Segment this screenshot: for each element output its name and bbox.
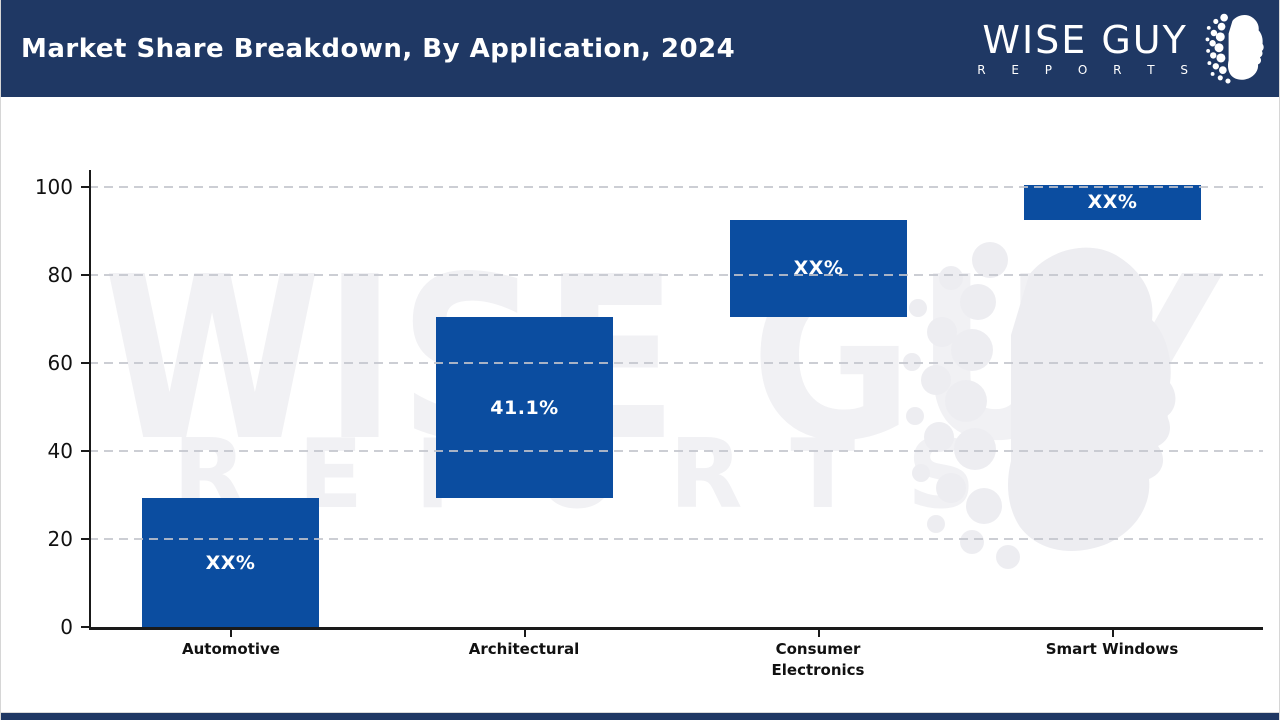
x-tick [818, 630, 820, 637]
bar-value-label: 41.1% [490, 396, 559, 419]
x-category-consumer-electronics: Consumer Electronics [771, 640, 865, 679]
bar-automotive: XX% [142, 498, 319, 627]
y-tick-label: 0 [60, 615, 73, 639]
bar-smart-windows: XX% [1024, 185, 1201, 220]
logo-subtext: R E P O R T S [977, 62, 1199, 77]
x-axis-line [89, 627, 1263, 630]
y-tick [81, 626, 89, 628]
y-tick [81, 186, 89, 188]
gridline-80 [89, 274, 1263, 276]
wise-guy-reports-logo: WISE GUY R E P O R T S [971, 6, 1267, 92]
bar-consumer-electronics: XX% [730, 219, 907, 318]
watermark-face-icon [891, 222, 1191, 592]
y-tick-label: 80 [47, 263, 73, 287]
y-tick [81, 538, 89, 540]
gridline-20 [89, 538, 1263, 540]
gridline-60 [89, 362, 1263, 364]
header-bar: Market Share Breakdown, By Application, … [1, 0, 1279, 97]
logo-face-icon [1203, 9, 1267, 89]
x-category-architectural: Architectural [468, 640, 580, 658]
page-title: Market Share Breakdown, By Application, … [21, 33, 736, 64]
x-tick [1112, 630, 1114, 637]
x-category-automotive: Automotive [182, 640, 280, 658]
y-tick [81, 274, 89, 276]
y-axis-line [89, 170, 91, 628]
y-tick [81, 450, 89, 452]
gridline-40 [89, 450, 1263, 452]
footer-bar [1, 712, 1279, 720]
bar-value-label: XX% [205, 551, 256, 574]
x-tick [230, 630, 232, 637]
y-tick-label: 20 [47, 527, 73, 551]
logo-wordmark: WISE GUY [982, 18, 1188, 63]
x-tick [524, 630, 526, 637]
gridline-100 [89, 186, 1263, 188]
y-tick-label: 60 [47, 351, 73, 375]
bar-value-label: XX% [793, 257, 844, 280]
bar-value-label: XX% [1087, 191, 1138, 214]
x-category-smart-windows: Smart Windows [1045, 640, 1179, 658]
y-tick [81, 362, 89, 364]
y-tick-label: 40 [47, 439, 73, 463]
bar-architectural: 41.1% [436, 317, 613, 499]
y-tick-label: 100 [34, 175, 73, 199]
